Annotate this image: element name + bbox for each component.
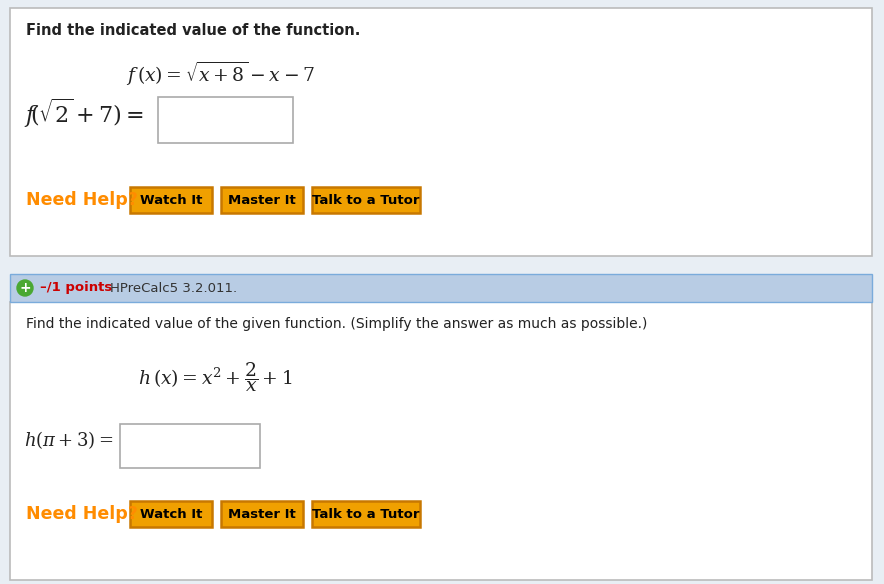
Text: Master It: Master It <box>228 507 296 520</box>
FancyBboxPatch shape <box>120 424 260 468</box>
FancyBboxPatch shape <box>130 501 212 527</box>
FancyBboxPatch shape <box>221 187 303 213</box>
Text: Talk to a Tutor: Talk to a Tutor <box>312 193 420 207</box>
Text: HPreCalc5 3.2.011.: HPreCalc5 3.2.011. <box>110 281 237 294</box>
FancyBboxPatch shape <box>312 187 420 213</box>
Text: Find the indicated value of the function.: Find the indicated value of the function… <box>26 23 361 38</box>
Text: $h(\pi + 3) =$: $h(\pi + 3) =$ <box>24 429 113 451</box>
Text: $f\,(x) = \sqrt{x+8} - x - 7$: $f\,(x) = \sqrt{x+8} - x - 7$ <box>126 60 315 88</box>
Text: +: + <box>19 281 31 295</box>
FancyBboxPatch shape <box>10 302 872 580</box>
Text: Watch It: Watch It <box>140 507 202 520</box>
FancyBboxPatch shape <box>312 501 420 527</box>
FancyBboxPatch shape <box>221 501 303 527</box>
Text: $h\,(x) = x^2 + \dfrac{2}{x} + 1$: $h\,(x) = x^2 + \dfrac{2}{x} + 1$ <box>138 360 293 394</box>
Text: Watch It: Watch It <box>140 193 202 207</box>
FancyBboxPatch shape <box>130 187 212 213</box>
Text: Talk to a Tutor: Talk to a Tutor <box>312 507 420 520</box>
Text: Master It: Master It <box>228 193 296 207</box>
Text: Find the indicated value of the given function. (Simplify the answer as much as : Find the indicated value of the given fu… <box>26 317 647 331</box>
Text: $f\!\left(\sqrt{2}+7\right) =$: $f\!\left(\sqrt{2}+7\right) =$ <box>24 96 144 130</box>
Text: Need Help?: Need Help? <box>26 191 138 209</box>
Circle shape <box>17 280 33 296</box>
Text: Need Help?: Need Help? <box>26 505 138 523</box>
FancyBboxPatch shape <box>10 8 872 256</box>
FancyBboxPatch shape <box>158 97 293 143</box>
Text: –/1 points: –/1 points <box>40 281 112 294</box>
FancyBboxPatch shape <box>10 274 872 302</box>
